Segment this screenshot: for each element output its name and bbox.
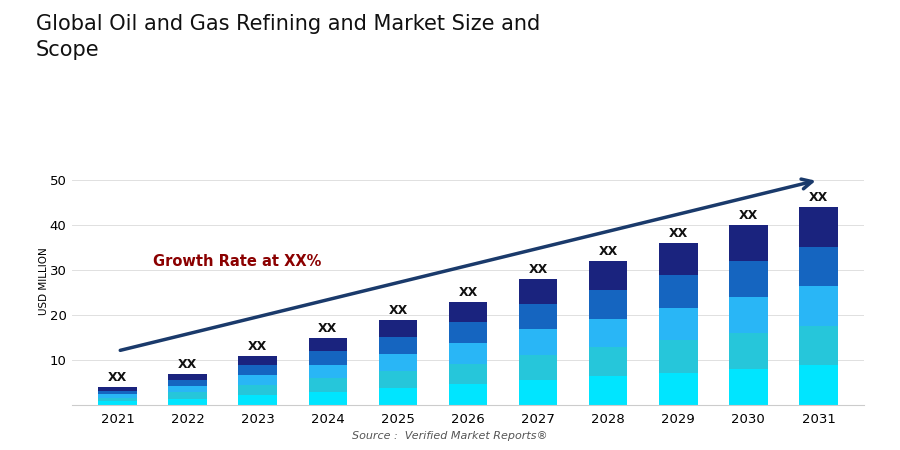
Bar <box>98 401 137 405</box>
Bar <box>168 386 207 392</box>
Text: XX: XX <box>319 322 338 335</box>
Bar <box>309 351 347 364</box>
Bar <box>729 369 768 405</box>
Bar <box>729 225 768 261</box>
Bar <box>449 343 487 364</box>
Bar <box>379 354 418 371</box>
Y-axis label: USD MILLION: USD MILLION <box>39 248 49 315</box>
Bar <box>518 355 557 380</box>
Text: XX: XX <box>598 245 617 258</box>
Bar <box>238 385 277 395</box>
Bar <box>449 364 487 384</box>
Text: Global Oil and Gas Refining and Market Size and
Scope: Global Oil and Gas Refining and Market S… <box>36 14 540 60</box>
Text: Growth Rate at XX%: Growth Rate at XX% <box>153 253 321 269</box>
Bar <box>238 365 277 375</box>
Bar <box>659 308 698 340</box>
Bar <box>589 261 627 290</box>
Bar <box>799 365 838 405</box>
Bar <box>168 399 207 405</box>
Bar <box>379 388 418 405</box>
Bar <box>309 378 347 392</box>
Bar <box>98 391 137 394</box>
Bar <box>729 297 768 333</box>
Bar <box>238 395 277 405</box>
Bar <box>379 320 418 337</box>
Bar <box>729 261 768 297</box>
Bar <box>659 340 698 373</box>
Bar <box>449 302 487 322</box>
Bar <box>518 380 557 405</box>
Bar <box>518 279 557 304</box>
Bar <box>659 243 698 275</box>
Bar <box>518 329 557 355</box>
Bar <box>589 376 627 405</box>
Text: XX: XX <box>739 209 758 222</box>
Bar <box>168 392 207 399</box>
Bar <box>659 373 698 405</box>
Bar <box>518 304 557 329</box>
Bar <box>309 392 347 405</box>
Bar <box>799 286 838 326</box>
Bar <box>238 375 277 385</box>
Bar <box>379 371 418 388</box>
Text: XX: XX <box>108 371 127 384</box>
Text: XX: XX <box>528 263 548 276</box>
Bar <box>98 387 137 391</box>
Bar <box>309 364 347 378</box>
Bar <box>98 398 137 401</box>
Bar <box>659 275 698 308</box>
Bar <box>729 333 768 369</box>
Text: XX: XX <box>388 304 408 317</box>
Bar <box>449 384 487 405</box>
Bar <box>589 347 627 376</box>
Bar <box>98 394 137 398</box>
Bar <box>449 322 487 343</box>
Bar <box>379 337 418 354</box>
Text: XX: XX <box>669 227 688 240</box>
Bar <box>799 247 838 286</box>
Bar <box>238 356 277 365</box>
Bar <box>799 326 838 365</box>
Bar <box>309 338 347 351</box>
Bar <box>799 207 838 247</box>
Bar <box>168 380 207 386</box>
Text: Source :  Verified Market Reports®: Source : Verified Market Reports® <box>352 431 548 441</box>
Text: XX: XX <box>809 191 828 204</box>
Bar <box>168 374 207 380</box>
Text: XX: XX <box>178 358 197 371</box>
Text: XX: XX <box>248 340 267 353</box>
Text: XX: XX <box>458 286 478 299</box>
Bar <box>589 319 627 347</box>
Bar <box>589 290 627 319</box>
